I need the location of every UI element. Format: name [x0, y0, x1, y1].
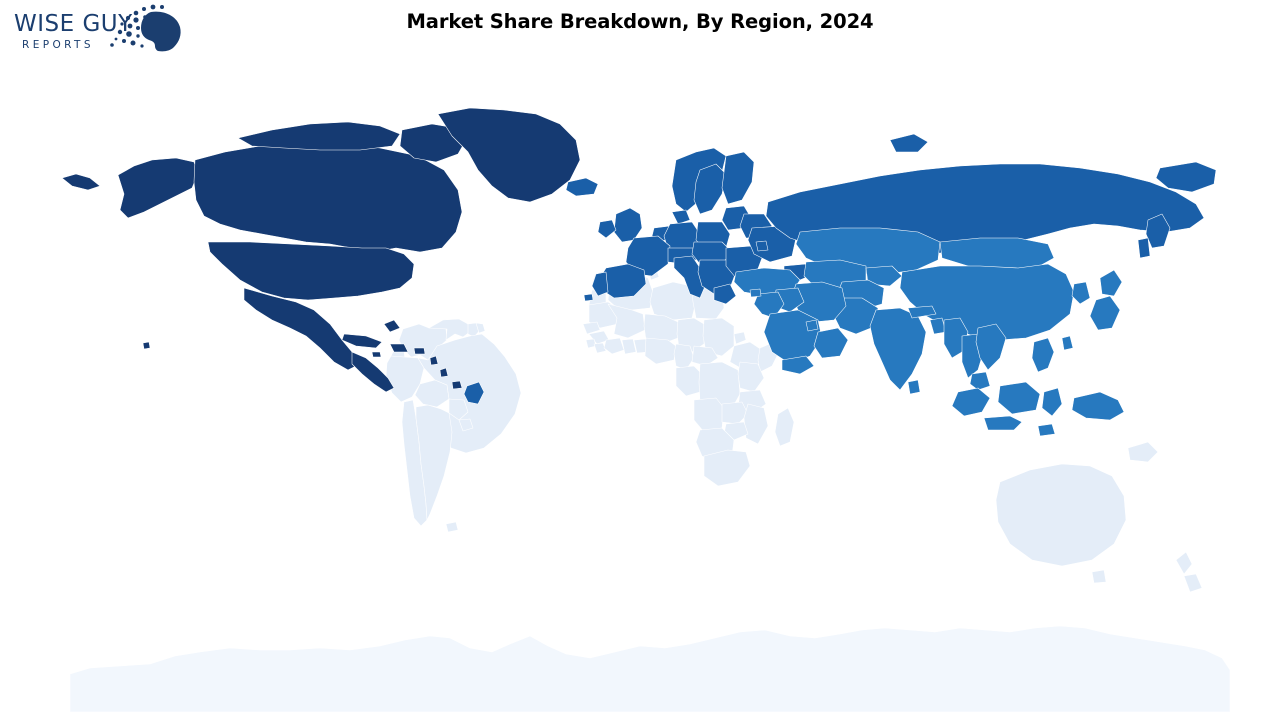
country-moldova [755, 240, 769, 252]
russia-far-east-chukotka [1155, 161, 1217, 193]
country-southafrica [703, 449, 751, 487]
country-north-south-korea [1071, 281, 1091, 305]
country-eritrea [733, 331, 747, 345]
logo-wordmark-secondary: REPORTS [22, 39, 94, 51]
country-suriname [475, 322, 486, 334]
logo-head-icon [110, 4, 181, 52]
country-nepal-bhutan [907, 305, 937, 319]
country-madagascar [774, 407, 795, 447]
country-iceland [565, 177, 599, 197]
country-mongolia [939, 237, 1055, 271]
country-sudan [702, 317, 735, 357]
country-cyprus [749, 288, 762, 298]
world-map-container [0, 52, 1280, 720]
country-peru [385, 355, 425, 403]
country-venezuela [428, 318, 471, 341]
country-srilanka [907, 379, 921, 395]
island-trinidad [451, 380, 463, 390]
country-indonesia-sulawesi [1041, 387, 1063, 417]
wise-guy-reports-logo: WISE GUY REPORTS [12, 4, 192, 56]
region-inactive-group [385, 267, 1203, 593]
country-uruguay [458, 418, 474, 432]
island-canary [583, 293, 594, 302]
country-paraguay [448, 398, 469, 421]
country-indonesia-sumatra [951, 387, 991, 417]
country-mexico [243, 287, 361, 371]
country-alaska [117, 157, 199, 219]
country-portugal [591, 271, 609, 297]
country-yemen [781, 355, 815, 375]
world-choropleth-map [61, 107, 1231, 713]
country-argentina [415, 404, 453, 521]
region-antarctica-group [69, 625, 1231, 713]
country-denmark [671, 209, 691, 225]
russia-sakhalin [1137, 237, 1151, 259]
country-finland [721, 151, 755, 205]
country-malaysia-peninsula [969, 371, 991, 391]
country-laos-vietnam-cambodia [975, 323, 1007, 371]
page-title: Market Share Breakdown, By Region, 2024 [406, 10, 874, 33]
country-bolivia [414, 379, 450, 408]
country-nigeria [644, 337, 677, 365]
logo-wordmark-primary: WISE GUY [14, 11, 133, 37]
central-america [351, 351, 395, 393]
island-hawaii [142, 341, 151, 350]
country-newzealand [1175, 551, 1203, 593]
country-tasmania [1091, 569, 1107, 584]
country-greenland [437, 107, 581, 203]
country-india [869, 307, 927, 391]
russia-kamchatka [1145, 213, 1171, 249]
country-png-east [1127, 441, 1159, 463]
country-mali [607, 303, 646, 339]
island-falkland [445, 521, 459, 533]
country-senegal [582, 321, 601, 335]
continent-antarctica [69, 625, 1231, 713]
country-niger [643, 313, 679, 345]
country-philippines [1031, 337, 1055, 373]
island-hispaniola [389, 343, 409, 353]
country-ghana [621, 338, 637, 355]
island-cuba [341, 333, 383, 349]
island-jamaica-pr [371, 347, 426, 358]
country-japan [1089, 269, 1123, 331]
country-indonesia-timor [1037, 423, 1056, 437]
country-italy [673, 255, 707, 299]
country-sweden [693, 163, 727, 215]
russia-novaya-zemlya [889, 133, 929, 153]
country-uk [613, 207, 643, 243]
country-sierraleone [585, 338, 597, 349]
country-uae-oman [813, 327, 849, 359]
country-usa [207, 241, 415, 301]
island-french-guiana-overseas [463, 381, 485, 405]
region-asia-pacific-group [733, 227, 1125, 437]
island-lesser-antilles [429, 355, 449, 378]
country-taiwan [1061, 335, 1074, 351]
country-zambia [721, 401, 749, 425]
canada-arctic-islands [237, 121, 401, 151]
country-liberia [593, 342, 607, 354]
country-papua-west [1071, 391, 1125, 421]
country-australia [995, 463, 1127, 567]
region-north-america-group [61, 107, 581, 393]
country-indonesia-java [983, 415, 1023, 431]
country-angola [693, 397, 725, 433]
country-gabon-congo [675, 365, 703, 397]
country-ireland [597, 219, 617, 239]
island-aleutians [61, 173, 101, 191]
country-indonesia-borneo [997, 381, 1041, 415]
country-car [691, 345, 719, 367]
country-mozambique [743, 403, 769, 445]
island-bahamas [383, 319, 401, 333]
country-ivorycoast [603, 337, 625, 355]
chart-header: WISE GUY REPORTS Market Share Breakdown,… [0, 0, 1280, 58]
country-france [625, 235, 671, 277]
canada-baffin [399, 123, 467, 163]
country-greece [713, 283, 737, 305]
country-kuwait-qatar [805, 319, 819, 332]
